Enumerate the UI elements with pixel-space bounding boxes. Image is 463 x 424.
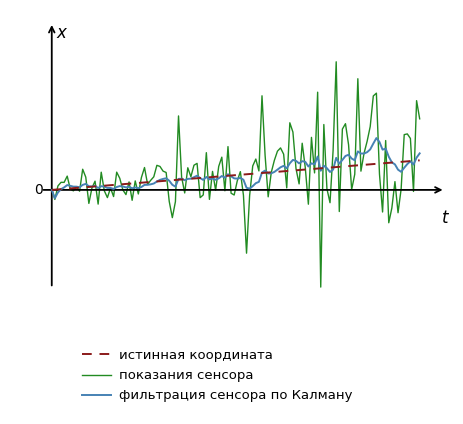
Text: 0: 0 (34, 183, 43, 197)
Text: t: t (442, 209, 449, 227)
Legend: истинная координата, показания сенсора, фильтрация сенсора по Калману: истинная координата, показания сенсора, … (76, 344, 357, 408)
Text: x: x (56, 24, 66, 42)
